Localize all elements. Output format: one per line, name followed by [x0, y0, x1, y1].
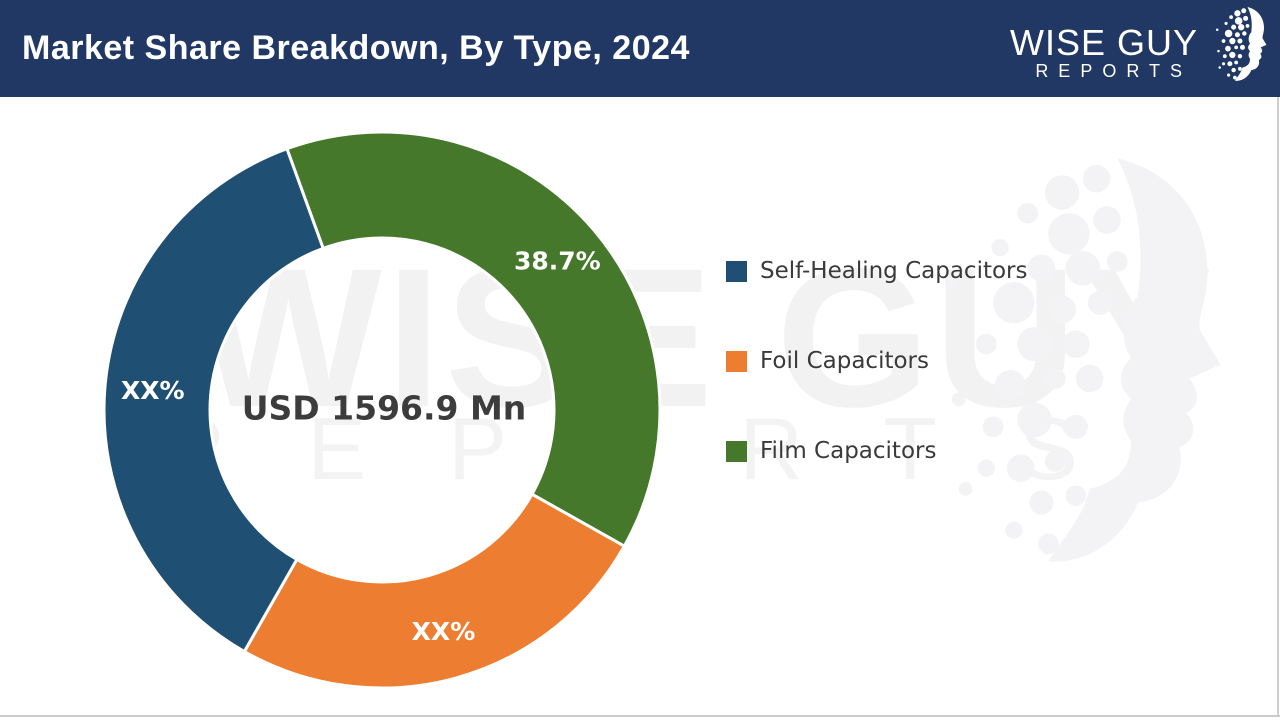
- donut-chart: 38.7% XX% XX%: [102, 130, 662, 690]
- legend-label: Foil Capacitors: [760, 348, 929, 374]
- donut-slice-foil-capacitors: [242, 492, 626, 690]
- slice-label: XX%: [412, 617, 476, 646]
- page-title: Market Share Breakdown, By Type, 2024: [22, 29, 690, 67]
- donut-center-value: USD 1596.9 Mn: [241, 388, 527, 428]
- legend-label: Film Capacitors: [760, 438, 937, 464]
- header-bar: Market Share Breakdown, By Type, 2024 WI…: [0, 0, 1280, 97]
- legend-item-self-healing-capacitors: Self-Healing Capacitors: [726, 258, 1028, 285]
- logo-face-icon: [1198, 7, 1268, 89]
- watermark-face-icon: [848, 158, 1228, 606]
- legend-swatch-orange: [726, 351, 747, 372]
- legend-item-film-capacitors: Film Capacitors: [726, 438, 936, 465]
- legend-label: Self-Healing Capacitors: [760, 258, 1028, 284]
- logo-wordmark: WISE GUY: [1009, 22, 1198, 63]
- legend-swatch-green: [726, 441, 747, 462]
- legend-swatch-blue: [726, 261, 747, 282]
- donut-slice-film-capacitors: [285, 130, 662, 548]
- legend-item-foil-capacitors: Foil Capacitors: [726, 348, 929, 375]
- wise-guy-reports-logo: WISE GUY REPORTS: [1010, 0, 1264, 97]
- logo-reports-text: REPORTS: [1035, 61, 1192, 81]
- donut-slice-self-healing-capacitors: [102, 147, 325, 654]
- bottom-border-line: [0, 715, 1280, 717]
- right-border-line: [1277, 97, 1279, 716]
- slice-label: XX%: [121, 376, 185, 405]
- slice-label: 38.7%: [514, 247, 601, 276]
